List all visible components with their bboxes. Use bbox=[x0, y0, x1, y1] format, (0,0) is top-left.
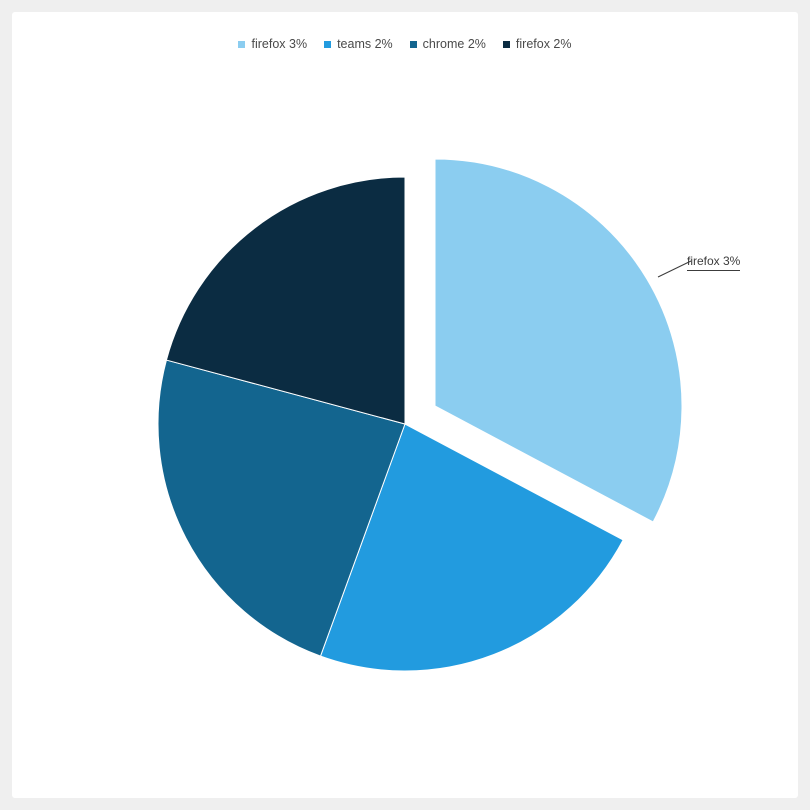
pie-slice[interactable] bbox=[157, 359, 406, 657]
annotation-leader-line bbox=[657, 260, 692, 278]
chart-card: firefox 3% teams 2% chrome 2% firefox 2%… bbox=[12, 12, 798, 798]
legend-swatch-firefox-3-icon bbox=[238, 40, 246, 48]
legend-item-firefox-2[interactable]: firefox 2% bbox=[502, 37, 572, 51]
pie-slice-group bbox=[157, 158, 683, 672]
legend-label-chrome-2: chrome 2% bbox=[422, 37, 486, 51]
pie-chart-svg bbox=[157, 158, 692, 672]
legend-label-firefox-2: firefox 2% bbox=[515, 37, 572, 51]
legend-swatch-chrome-2-icon bbox=[409, 40, 417, 48]
pie-slice[interactable] bbox=[319, 423, 624, 672]
slice-annotation-firefox-3: firefox 3% bbox=[687, 254, 741, 272]
legend-label-teams-2: teams 2% bbox=[337, 37, 393, 51]
legend-swatch-teams-2-icon bbox=[324, 40, 332, 48]
legend-item-firefox-3[interactable]: firefox 3% bbox=[238, 38, 307, 51]
legend-item-teams-2[interactable]: teams 2% bbox=[324, 38, 393, 51]
pie-slice[interactable] bbox=[434, 158, 683, 523]
legend-item-chrome-2[interactable]: chrome 2% bbox=[409, 37, 486, 51]
chart-legend: firefox 3% teams 2% chrome 2% firefox 2% bbox=[12, 38, 798, 51]
pie-chart-area: firefox 3% bbox=[12, 12, 798, 798]
legend-swatch-firefox-2-icon bbox=[502, 40, 510, 48]
legend-label-firefox-3: firefox 3% bbox=[251, 37, 308, 51]
pie-slice[interactable] bbox=[165, 176, 406, 425]
